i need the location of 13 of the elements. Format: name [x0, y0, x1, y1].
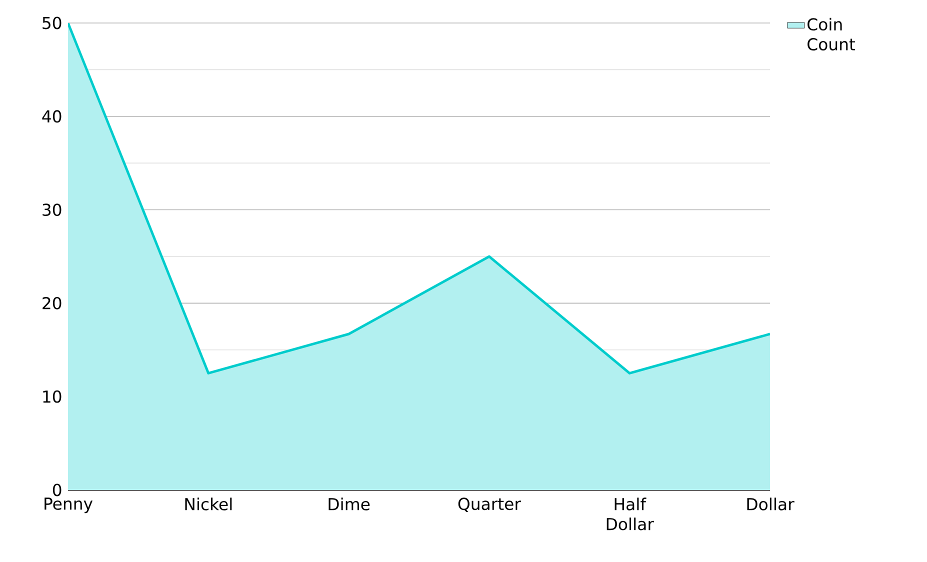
y-tick-label: 40 — [42, 110, 62, 123]
y-tick-label: 0 — [52, 484, 62, 496]
legend-label: Coin Count — [808, 18, 856, 50]
x-tick-label: Quarter — [458, 498, 521, 512]
y-tick-label: 50 — [42, 16, 62, 30]
x-tick-label: Dollar — [747, 498, 794, 510]
x-tick-label: Penny — [44, 498, 93, 514]
y-tick-label: 10 — [43, 390, 62, 403]
x-tick-label: Half Dollar — [606, 498, 654, 530]
x-tick-label: Nickel — [185, 498, 232, 510]
y-tick-label: 20 — [42, 296, 62, 310]
y-tick-label: 30 — [42, 204, 62, 216]
x-tick-label: Dime — [328, 498, 370, 510]
